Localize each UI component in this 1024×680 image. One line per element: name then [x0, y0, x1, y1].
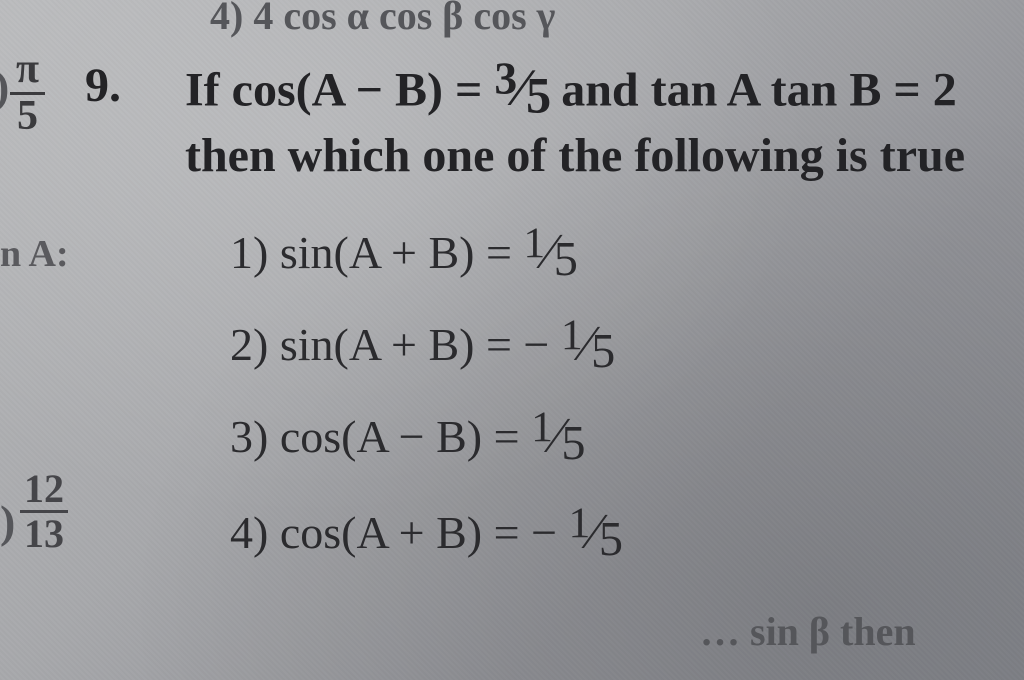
- margin-note-nA: n A:: [0, 232, 69, 276]
- fraction-denominator: 13: [20, 513, 68, 553]
- fraction-numerator: 1: [523, 219, 543, 267]
- fraction-numerator: 1: [531, 403, 551, 451]
- next-question-cutoff: … sin β then: [700, 608, 916, 655]
- fraction-denominator: 5: [554, 233, 576, 286]
- option-fn: sin: [280, 319, 334, 370]
- cutoff-paren: ): [0, 60, 9, 113]
- margin-fraction-pi-over-5: π 5: [10, 50, 45, 137]
- option-2: 2) sin(A + B) = − 1∕5: [230, 310, 613, 379]
- option-label: 1): [230, 227, 268, 278]
- stem-eq: =: [443, 63, 494, 116]
- fraction-slash: ∕: [515, 59, 526, 117]
- question-stem-line-1: If cos(A − B) = 3∕5 and tan A tan B = 2: [185, 52, 957, 125]
- fraction-1-5: 1∕5: [523, 227, 575, 278]
- fraction-denominator: 5: [10, 95, 45, 137]
- option-eq: =: [482, 507, 531, 558]
- option-arg: (A − B): [341, 411, 482, 462]
- option-label: 2): [230, 319, 268, 370]
- neg: −: [531, 507, 568, 558]
- option-4: 4) cos(A + B) = − 1∕5: [230, 498, 621, 567]
- fraction-1-5: 1∕5: [569, 507, 621, 558]
- option-1: 1) sin(A + B) = 1∕5: [230, 218, 576, 287]
- option-fn: sin: [280, 227, 334, 278]
- option-label: 3): [230, 411, 268, 462]
- fraction-numerator: 1: [569, 499, 589, 547]
- stem-tail: and tan A tan B = 2: [549, 63, 956, 116]
- option-fn: cos: [280, 411, 341, 462]
- fraction-denominator: 5: [591, 325, 613, 378]
- stem-arg: (A − B): [296, 63, 443, 116]
- option-arg: (A + B): [334, 319, 475, 370]
- fraction-1-5: 1∕5: [531, 411, 583, 462]
- fraction-numerator: 1: [561, 311, 581, 359]
- fraction-slash: ∕: [551, 407, 561, 463]
- fraction-numerator: 3: [494, 53, 515, 104]
- option-fn: cos: [280, 507, 341, 558]
- fraction-slash: ∕: [581, 315, 591, 371]
- fraction-numerator: π: [10, 50, 45, 95]
- option-eq: =: [474, 227, 523, 278]
- question-number: 9.: [85, 58, 121, 113]
- fraction-numerator: 12: [20, 470, 68, 513]
- stem-text: If cos: [185, 63, 296, 116]
- fraction-denominator: 5: [561, 417, 583, 470]
- option-arg: (A + B): [341, 507, 482, 558]
- cutoff-paren-bottom: ): [0, 495, 15, 548]
- fraction-1-5: 1∕5: [561, 319, 613, 370]
- fraction-3-5: 3∕5: [494, 63, 549, 116]
- option-3: 3) cos(A − B) = 1∕5: [230, 402, 584, 471]
- option-eq: =: [474, 319, 523, 370]
- option-arg: (A + B): [334, 227, 475, 278]
- neg: −: [523, 319, 560, 370]
- option-label: 4): [230, 507, 268, 558]
- fraction-slash: ∕: [588, 503, 598, 559]
- question-stem-line-2: then which one of the following is true: [185, 128, 965, 183]
- option-eq: =: [482, 411, 531, 462]
- fraction-slash: ∕: [543, 223, 553, 279]
- fraction-denominator: 5: [599, 513, 621, 566]
- fraction-denominator: 5: [526, 68, 549, 124]
- margin-fraction-12-13: 12 13: [20, 470, 68, 553]
- prev-question-option-4: 4) 4 cos α cos β cos γ: [210, 0, 555, 39]
- page: 4) 4 cos α cos β cos γ π 5 ) 9. If cos(A…: [0, 0, 1024, 680]
